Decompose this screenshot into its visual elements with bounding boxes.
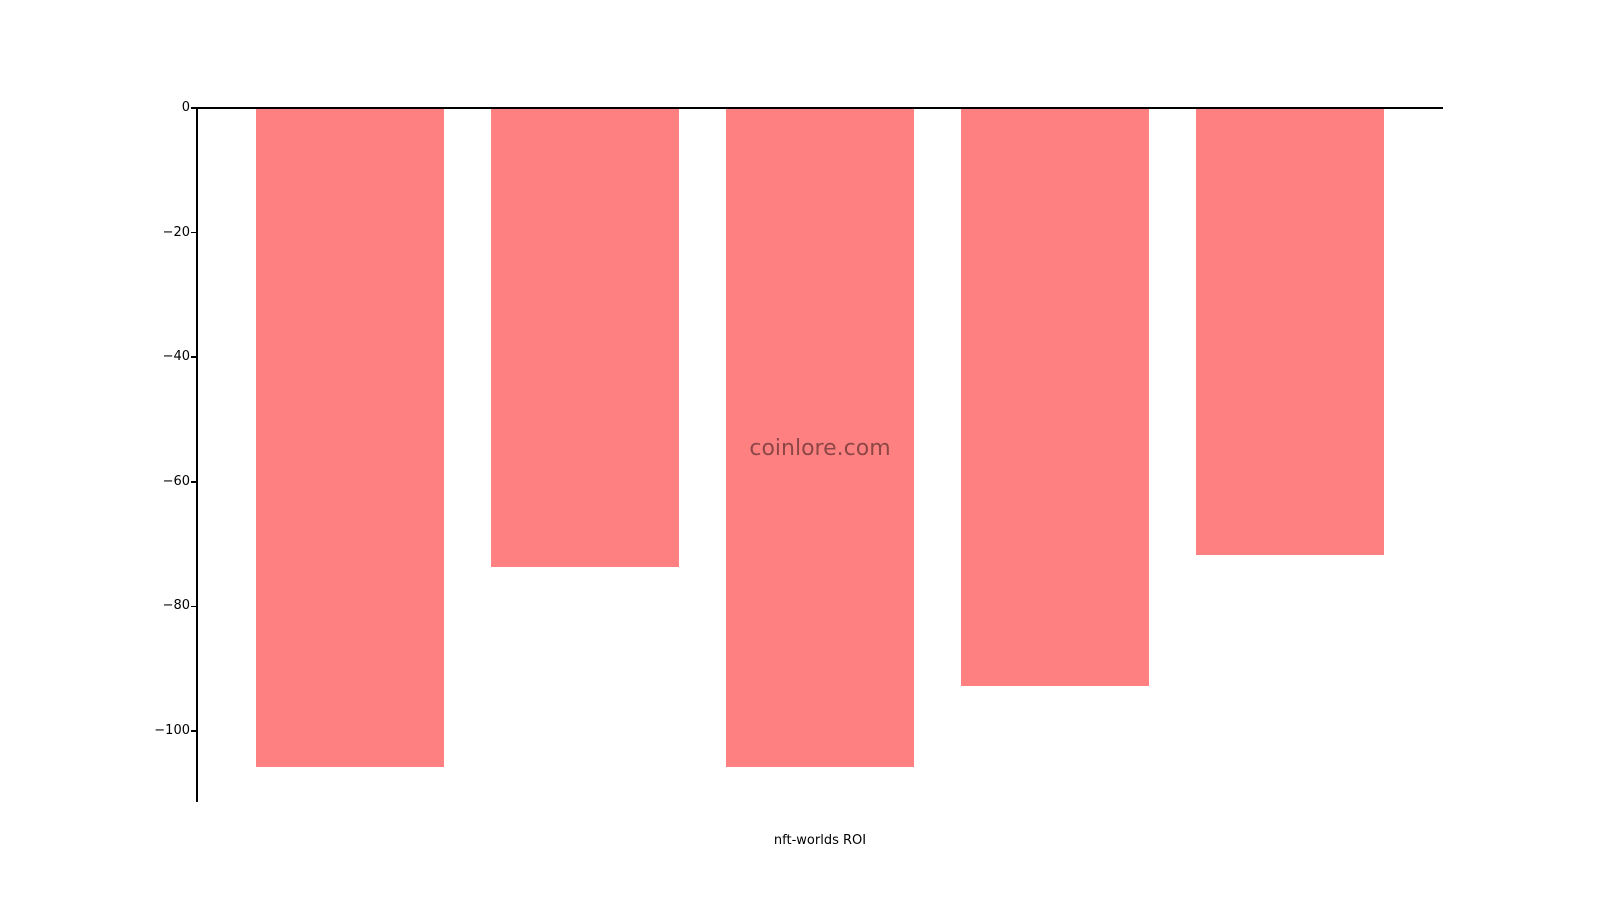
y-tick-mark (191, 107, 196, 109)
y-tick-mark (191, 356, 196, 358)
y-tick-label: −60 (162, 473, 190, 489)
bar (256, 108, 444, 767)
y-tick-label: −100 (154, 722, 190, 738)
y-tick-label: 0 (181, 100, 190, 115)
plot-area: coinlore.com (197, 108, 1443, 802)
y-tick-mark (191, 231, 196, 234)
y-tick-mark (191, 481, 196, 483)
bar (1196, 108, 1384, 555)
y-tick-label: −20 (162, 224, 190, 240)
bar (726, 108, 914, 767)
x-axis-label: nft-worlds ROI (773, 833, 867, 848)
y-tick-label: −40 (162, 349, 190, 365)
bar (961, 108, 1149, 686)
y-tick-label: −80 (162, 598, 190, 614)
watermark: coinlore.com (749, 436, 891, 461)
y-tick-mark (191, 730, 196, 732)
y-axis-line (196, 107, 198, 802)
bar (491, 108, 679, 567)
y-tick-mark (191, 605, 196, 608)
x-axis-line (196, 107, 1443, 109)
